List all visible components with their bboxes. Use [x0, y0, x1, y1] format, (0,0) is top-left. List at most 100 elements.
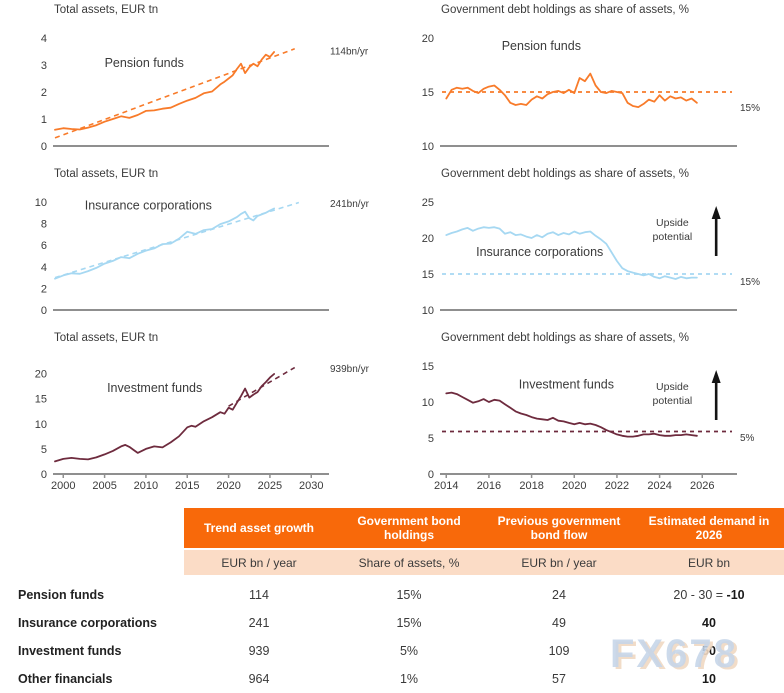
table-header-cell: Government bond holdings — [334, 508, 484, 550]
demand-value: 40 — [634, 609, 784, 637]
series-label: Investment funds — [519, 377, 614, 391]
trend-value: 939 — [248, 644, 270, 658]
x-tick-label: 2022 — [605, 480, 629, 492]
chart-title: Government debt holdings as share of ass… — [441, 332, 689, 344]
y-tick-label: 20 — [35, 369, 47, 381]
annotation-label: 15% — [740, 103, 760, 114]
units-spacer — [0, 550, 184, 575]
series-line — [445, 72, 698, 108]
left-chart-svg: Total assets, EUR tn 0 5 10 15 20 2000 2005 2010… — [35, 332, 370, 492]
table-unit-cell: EUR bn — [634, 550, 784, 575]
investment-assets-chart: Total assets, EUR tn 0 5 10 15 20 2000 2005 2010… — [0, 328, 392, 492]
x-tick-label: 2024 — [647, 480, 671, 492]
y-tick-label: 6 — [41, 240, 47, 252]
pension-assets-chart: Total assets, EUR tn 0 1 2 3 4 Pension funds 11… — [0, 0, 392, 164]
y-tick-label: 10 — [35, 197, 47, 209]
y-tick-label: 5 — [41, 444, 47, 456]
annotation-label: 114bn/yr — [330, 47, 369, 58]
table-header-row: Trend asset growth Government bond holdi… — [0, 508, 784, 550]
y-tick-label: 0 — [41, 469, 47, 481]
demand-bold: 10 — [702, 672, 716, 686]
holdings-value: 1% — [399, 672, 419, 686]
holdings-value: 15% — [396, 588, 422, 602]
y-tick-label: 20 — [422, 233, 434, 245]
y-tick-label: 2 — [41, 283, 47, 295]
y-tick-label: 25 — [422, 197, 434, 209]
demand-table: Trend asset growth Government bond holdi… — [0, 508, 784, 693]
table-header-cell: Estimated demand in 2026 — [634, 508, 784, 550]
trend-value: 964 — [248, 672, 270, 686]
demand-bold: 40 — [702, 616, 716, 630]
pension-debt-share-chart: Government debt holdings as share of ass… — [392, 0, 784, 164]
trend-value: 241 — [248, 616, 270, 630]
trend-value: 114 — [249, 588, 269, 602]
flow-value: 24 — [552, 588, 566, 602]
flow-value: 57 — [552, 672, 566, 686]
chart-title: Total assets, EUR tn — [54, 332, 158, 344]
series-line — [54, 207, 275, 280]
upside-label: Upside — [656, 217, 689, 229]
series-line — [54, 373, 275, 463]
table-header-cell: Trend asset growth — [184, 508, 334, 550]
y-tick-label: 0 — [41, 305, 47, 317]
x-tick-label: 2026 — [690, 480, 714, 492]
row-label: Pension funds — [18, 588, 105, 602]
annotation-label: 15% — [740, 277, 760, 288]
table-units-row: EUR bn / year Share of assets, % EUR bn … — [0, 550, 784, 575]
x-tick-label: 2030 — [299, 480, 323, 492]
y-tick-label: 20 — [422, 33, 434, 45]
y-tick-label: 3 — [41, 60, 47, 72]
y-tick-label: 10 — [35, 419, 47, 431]
right-chart-svg: Government debt holdings as share of ass… — [422, 168, 760, 317]
demand-value: 20 - 30 = -10 — [634, 581, 784, 609]
table-unit-cell: Share of assets, % — [334, 550, 484, 575]
demand-prefix: 20 - 30 = — [673, 588, 727, 602]
chart-title: Total assets, EUR tn — [54, 168, 158, 180]
left-chart-svg: Total assets, EUR tn 0 1 2 3 4 Pension funds 11… — [41, 4, 369, 153]
series-label: Insurance corporations — [85, 199, 212, 213]
holdings-value: 15% — [396, 616, 422, 630]
flow-value: 109 — [548, 644, 570, 658]
insurance-assets-chart: Total assets, EUR tn 0 2 4 6 8 10 Insurance cor… — [0, 164, 392, 328]
row-label: Other financials — [18, 672, 113, 686]
chart-title: Government debt holdings as share of ass… — [441, 4, 689, 16]
x-tick-label: 2018 — [519, 480, 543, 492]
series-line — [445, 391, 698, 438]
y-tick-label: 0 — [428, 469, 434, 481]
x-tick-label: 2015 — [175, 480, 199, 492]
x-tick-label: 2020 — [216, 480, 240, 492]
y-tick-label: 15 — [422, 269, 434, 281]
row-label: Investment funds — [18, 644, 122, 658]
demand-bold: 50 — [702, 644, 716, 658]
series-label: Pension funds — [502, 39, 581, 53]
x-tick-label: 2020 — [562, 480, 586, 492]
demand-value: 50 — [634, 637, 784, 665]
x-tick-label: 2014 — [434, 480, 458, 492]
table-unit-cell: EUR bn / year — [184, 550, 334, 575]
annotation-label: 241bn/yr — [330, 199, 370, 210]
y-tick-label: 15 — [422, 87, 434, 99]
x-tick-label: 2016 — [477, 480, 501, 492]
upside-label: potential — [653, 395, 693, 407]
left-chart-svg: Total assets, EUR tn 0 2 4 6 8 10 Insurance cor… — [35, 168, 370, 317]
y-tick-label: 2 — [41, 87, 47, 99]
trend-line — [54, 48, 296, 139]
y-tick-label: 0 — [41, 141, 47, 153]
header-spacer — [0, 508, 184, 550]
holdings-value: 5% — [399, 644, 419, 658]
table-unit-cell: EUR bn / year — [484, 550, 634, 575]
chart-title: Total assets, EUR tn — [54, 4, 158, 16]
y-tick-label: 15 — [35, 394, 47, 406]
table-row: Pension funds 114 15% 24 20 - 30 = -10 — [0, 581, 784, 609]
up-arrow-head-icon — [711, 206, 721, 219]
series-line — [54, 51, 275, 131]
x-tick-label: 2010 — [134, 480, 158, 492]
y-tick-label: 4 — [41, 33, 47, 45]
table-row: Other financials 964 1% 57 10 — [0, 665, 784, 693]
table-row: Investment funds 939 5% 109 50 — [0, 637, 784, 665]
table-header-cell: Previous government bond flow — [484, 508, 634, 550]
x-tick-label: 2025 — [258, 480, 282, 492]
right-chart-svg: Government debt holdings as share of ass… — [422, 4, 760, 153]
annotation-label: 5% — [740, 433, 755, 444]
